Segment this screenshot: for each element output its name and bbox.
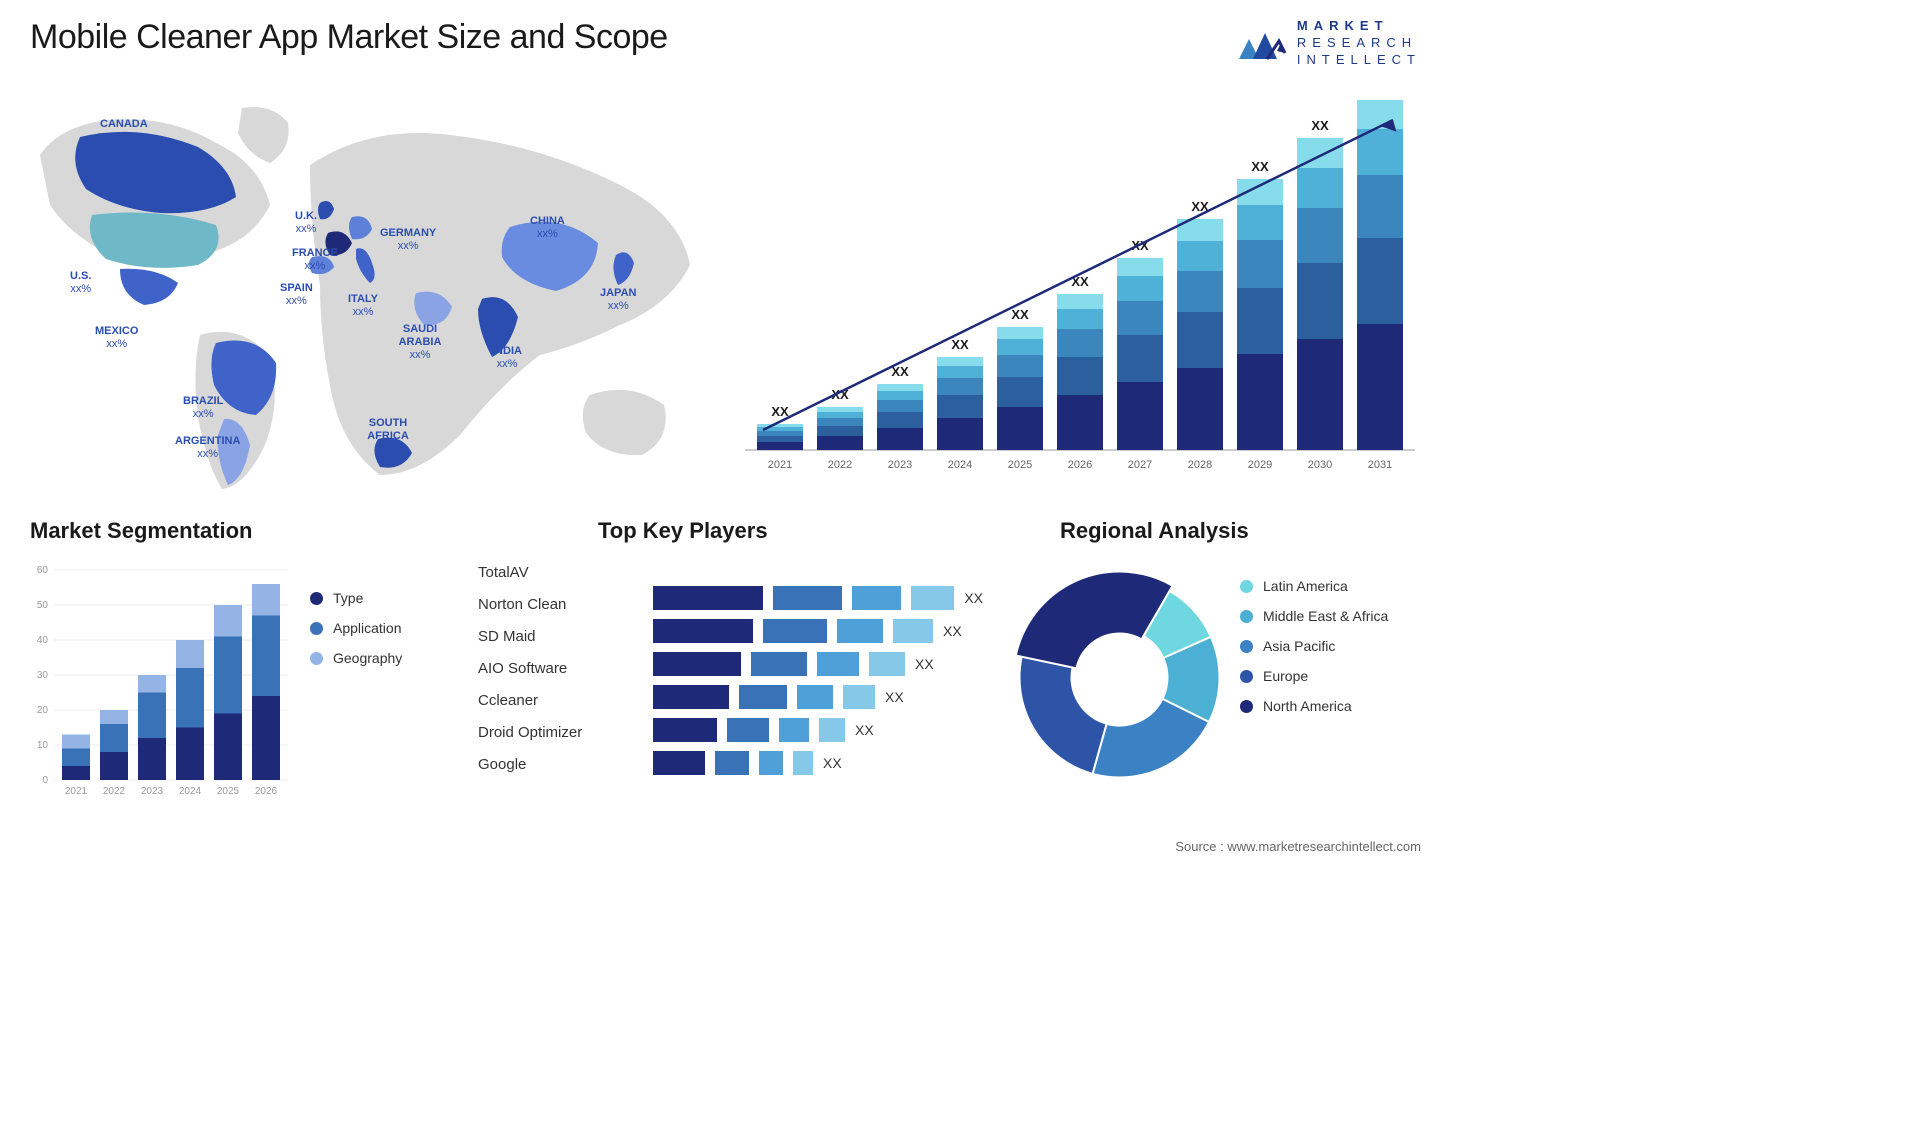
svg-text:20: 20 [37, 705, 49, 716]
map-label-japan: JAPANxx% [600, 287, 636, 313]
segmentation-title: Market Segmentation [30, 518, 460, 544]
logo-icon [1237, 23, 1287, 63]
player-name: TotalAV [478, 564, 638, 581]
map-label-brazil: BRAZILxx% [183, 395, 223, 421]
regional-legend-item: Middle East & Africa [1240, 608, 1388, 624]
svg-text:2023: 2023 [141, 786, 164, 797]
page-title: Mobile Cleaner App Market Size and Scope [30, 18, 1421, 57]
world-map: CANADAxx% U.S.xx% MEXICOxx% BRAZILxx% ARGENT… [20, 95, 720, 495]
player-name: SD Maid [478, 628, 638, 645]
player-name: AIO Software [478, 660, 638, 677]
logo-line2: RESEARCH [1297, 35, 1421, 52]
player-bar-row: XX [653, 652, 983, 676]
map-label-argentina: ARGENTINAxx% [175, 435, 240, 461]
svg-text:40: 40 [37, 635, 49, 646]
svg-text:2026: 2026 [255, 786, 278, 797]
top-key-players-section: Top Key Players TotalAV Norton Clean SD Ma… [478, 518, 988, 828]
svg-text:2023: 2023 [888, 459, 912, 471]
player-name: Norton Clean [478, 596, 638, 613]
map-label-france: FRANCExx% [292, 247, 338, 273]
segmentation-chart: 0 10 20 30 40 50 60 2021 2022 2023 2024 2025 2026 [30, 564, 290, 804]
map-label-canada: CANADAxx% [100, 118, 148, 144]
player-bar-row: XX [653, 751, 983, 775]
svg-text:2024: 2024 [179, 786, 202, 797]
players-bar-chart: XX XX XX XX XX XX [653, 586, 983, 784]
map-label-south-africa: SOUTH AFRICAxx% [358, 417, 418, 457]
segmentation-legend: Type Application Geography [310, 590, 402, 680]
svg-text:2025: 2025 [1008, 459, 1032, 471]
svg-text:XX: XX [1011, 307, 1029, 322]
regional-legend-item: North America [1240, 698, 1388, 714]
svg-text:2021: 2021 [65, 786, 88, 797]
map-label-china: CHINAxx% [530, 215, 565, 241]
svg-text:60: 60 [37, 565, 49, 576]
player-name: Droid Optimizer [478, 724, 638, 741]
svg-text:XX: XX [951, 337, 969, 352]
source-text: Source : www.marketresearchintellect.com [1175, 839, 1421, 854]
logo-line1: MARKET [1297, 18, 1421, 35]
svg-text:XX: XX [771, 404, 789, 419]
regional-title: Regional Analysis [1060, 518, 1430, 544]
player-name: Ccleaner [478, 692, 638, 709]
growth-bar-chart: XX2021XX2022XX2023XX2024XX2025XX2026XX20… [745, 100, 1415, 480]
svg-text:2027: 2027 [1128, 459, 1152, 471]
svg-text:XX: XX [1251, 159, 1269, 174]
map-label-italy: ITALYxx% [348, 293, 378, 319]
svg-text:2030: 2030 [1308, 459, 1332, 471]
svg-text:2021: 2021 [768, 459, 792, 471]
map-label-india: INDIAxx% [492, 345, 522, 371]
regional-legend-item: Asia Pacific [1240, 638, 1388, 654]
svg-text:XX: XX [1311, 118, 1329, 133]
regional-legend-item: Latin America [1240, 578, 1388, 594]
regional-donut-chart [1012, 570, 1227, 785]
svg-text:0: 0 [42, 775, 48, 786]
svg-text:2028: 2028 [1188, 459, 1212, 471]
svg-text:2022: 2022 [828, 459, 852, 471]
segmentation-legend-item: Application [310, 620, 402, 636]
players-title: Top Key Players [598, 518, 988, 544]
map-label-spain: SPAINxx% [280, 282, 313, 308]
svg-text:10: 10 [37, 740, 49, 751]
map-label-u-k-: U.K.xx% [295, 210, 317, 236]
regional-legend: Latin America Middle East & Africa Asia Pa… [1240, 578, 1388, 728]
segmentation-legend-item: Type [310, 590, 402, 606]
market-segmentation-section: Market Segmentation 0 10 20 30 40 50 60 2021 202… [30, 518, 460, 828]
player-name: Google [478, 756, 638, 773]
player-bar-row: XX [653, 586, 983, 610]
map-label-saudi-arabia: SAUDI ARABIAxx% [390, 323, 450, 363]
svg-text:30: 30 [37, 670, 49, 681]
map-label-germany: GERMANYxx% [380, 227, 436, 253]
players-name-list: TotalAV Norton Clean SD Maid AIO Software Cc… [478, 564, 638, 788]
regional-analysis-section: Regional Analysis Latin America Middle Ea… [1000, 518, 1430, 828]
svg-text:2026: 2026 [1068, 459, 1092, 471]
svg-text:2025: 2025 [217, 786, 240, 797]
brand-logo: MARKET RESEARCH INTELLECT [1237, 18, 1421, 69]
svg-text:50: 50 [37, 600, 49, 611]
svg-text:2029: 2029 [1248, 459, 1272, 471]
map-label-u-s-: U.S.xx% [70, 270, 91, 296]
segmentation-legend-item: Geography [310, 650, 402, 666]
player-bar-row: XX [653, 685, 983, 709]
svg-text:2031: 2031 [1368, 459, 1392, 471]
logo-line3: INTELLECT [1297, 52, 1421, 69]
player-bar-row: XX [653, 619, 983, 643]
regional-legend-item: Europe [1240, 668, 1388, 684]
svg-text:2022: 2022 [103, 786, 126, 797]
svg-text:2024: 2024 [948, 459, 972, 471]
map-label-mexico: MEXICOxx% [95, 325, 138, 351]
player-bar-row: XX [653, 718, 983, 742]
